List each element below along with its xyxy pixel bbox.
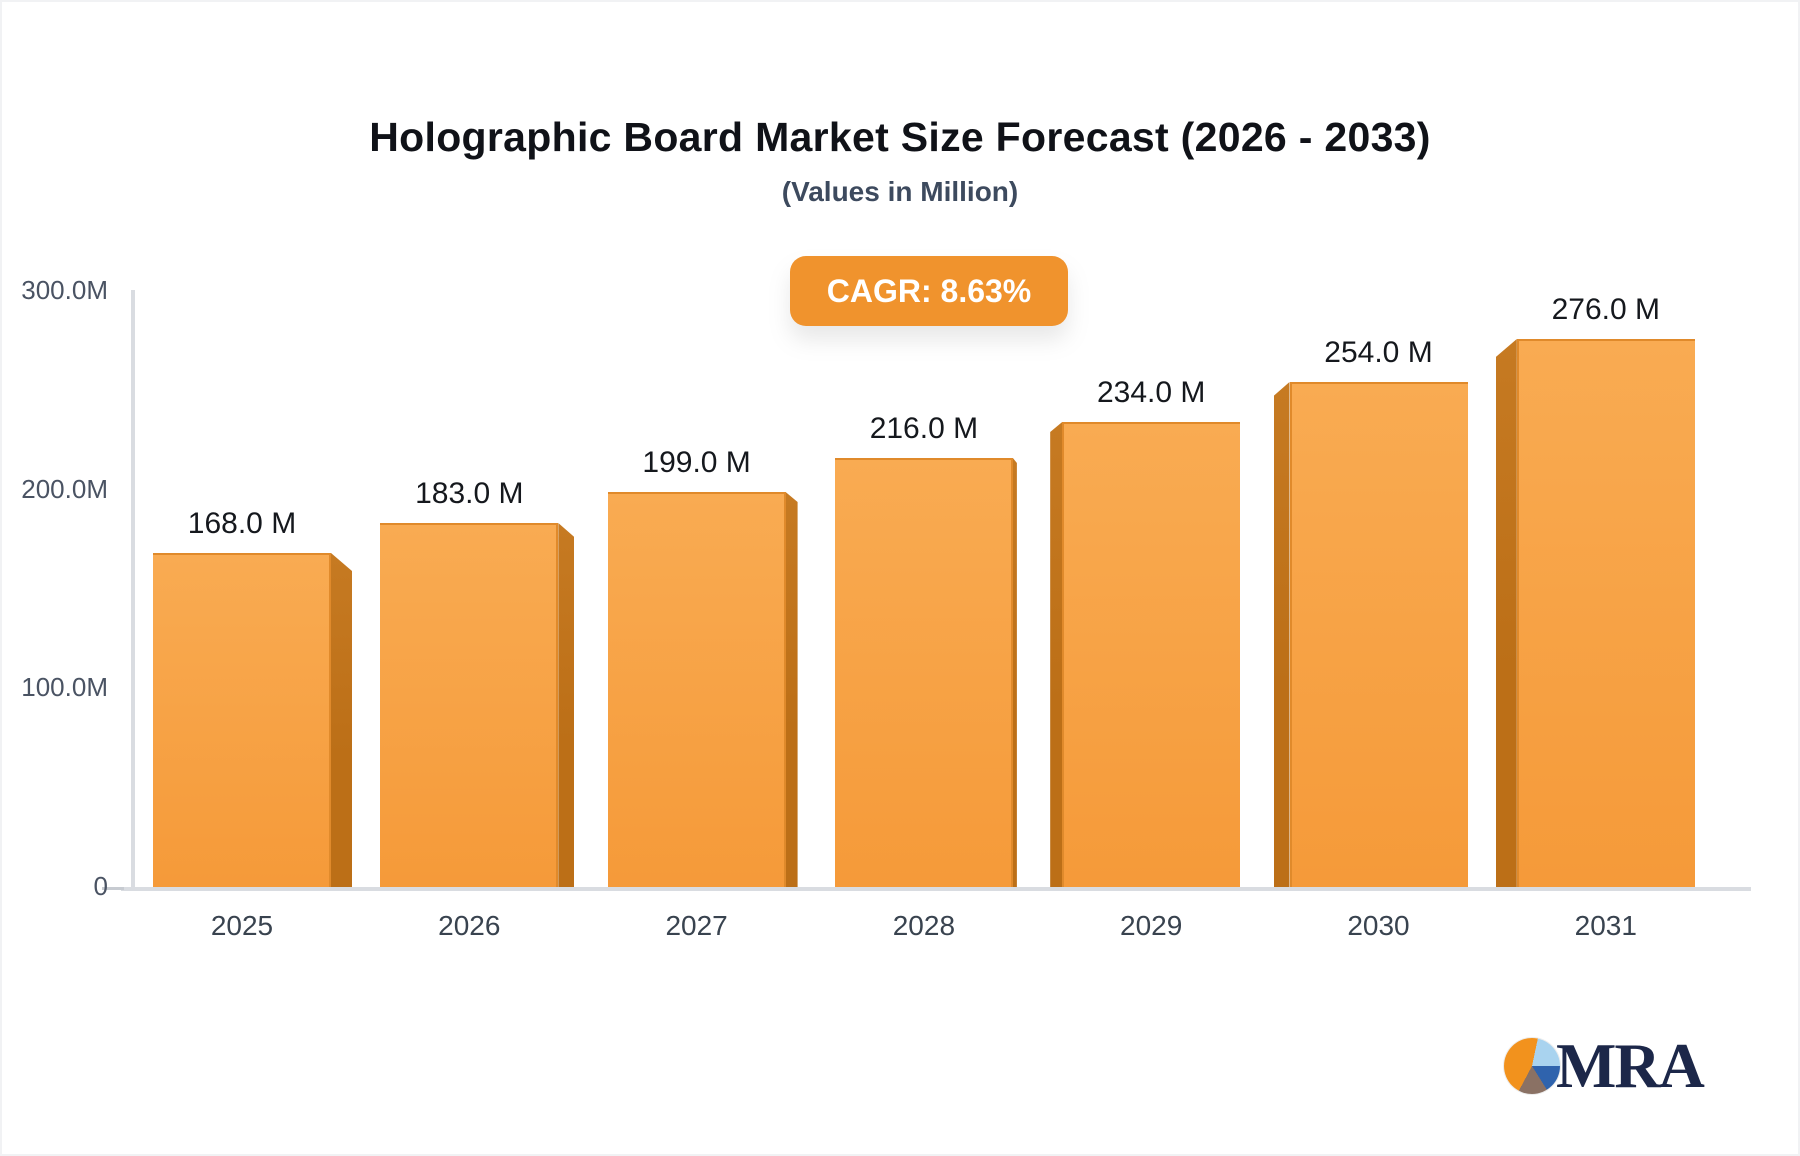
bar-side-3d [1495,339,1517,887]
bar-2028 [834,458,1013,887]
x-axis-label: 2029 [1120,910,1183,941]
bar-side-3d [331,553,352,887]
bar-value-label: 276.0 M [1551,293,1660,326]
bar-side-3d [1050,422,1063,887]
bar-side-3d [558,523,575,887]
y-axis-label: 200.0M [21,473,108,504]
bar-2029 [1062,422,1241,887]
bar-side-3d [1012,458,1017,887]
logo-text: MRA [1556,1030,1705,1101]
y-axis-line [131,290,135,891]
bar-2025 [153,553,331,887]
bar-2030 [1289,382,1468,887]
x-axis-label: 2026 [438,910,501,941]
y-axis-label: 0 [93,871,108,901]
x-axis-label: 2030 [1347,910,1410,941]
bar-value-label: 199.0 M [642,446,751,479]
bar-value-label: 254.0 M [1324,336,1433,369]
bar-value-label: 234.0 M [1096,376,1206,409]
y-axis-label: 300.0M [21,275,108,305]
bar-value-label: 183.0 M [415,477,524,510]
chart-title: Holographic Board Market Size Forecast (… [369,114,1431,160]
cagr-badge: CAGR: 8.63% [790,256,1068,326]
chart-subtitle: (Values in Million) [781,176,1019,207]
bar-value-label: 168.0 M [187,507,297,540]
x-axis-label: 2027 [665,910,728,941]
bar-2031 [1516,339,1695,887]
bar-2027 [607,492,786,887]
x-axis-label: 2031 [1574,910,1637,941]
x-axis-label: 2028 [892,910,956,941]
pie-chart-icon [1504,1038,1560,1094]
mra-logo: MRA [1504,1030,1705,1101]
zero-tick-mark [102,887,124,890]
bar-side-3d [1273,382,1290,887]
y-axis-label: 100.0M [21,672,108,703]
x-axis-label: 2025 [210,910,274,941]
bar-value-label: 216.0 M [869,412,979,445]
x-axis-baseline [121,887,1751,891]
bar-side-3d [785,492,798,887]
bar-2026 [380,523,559,887]
